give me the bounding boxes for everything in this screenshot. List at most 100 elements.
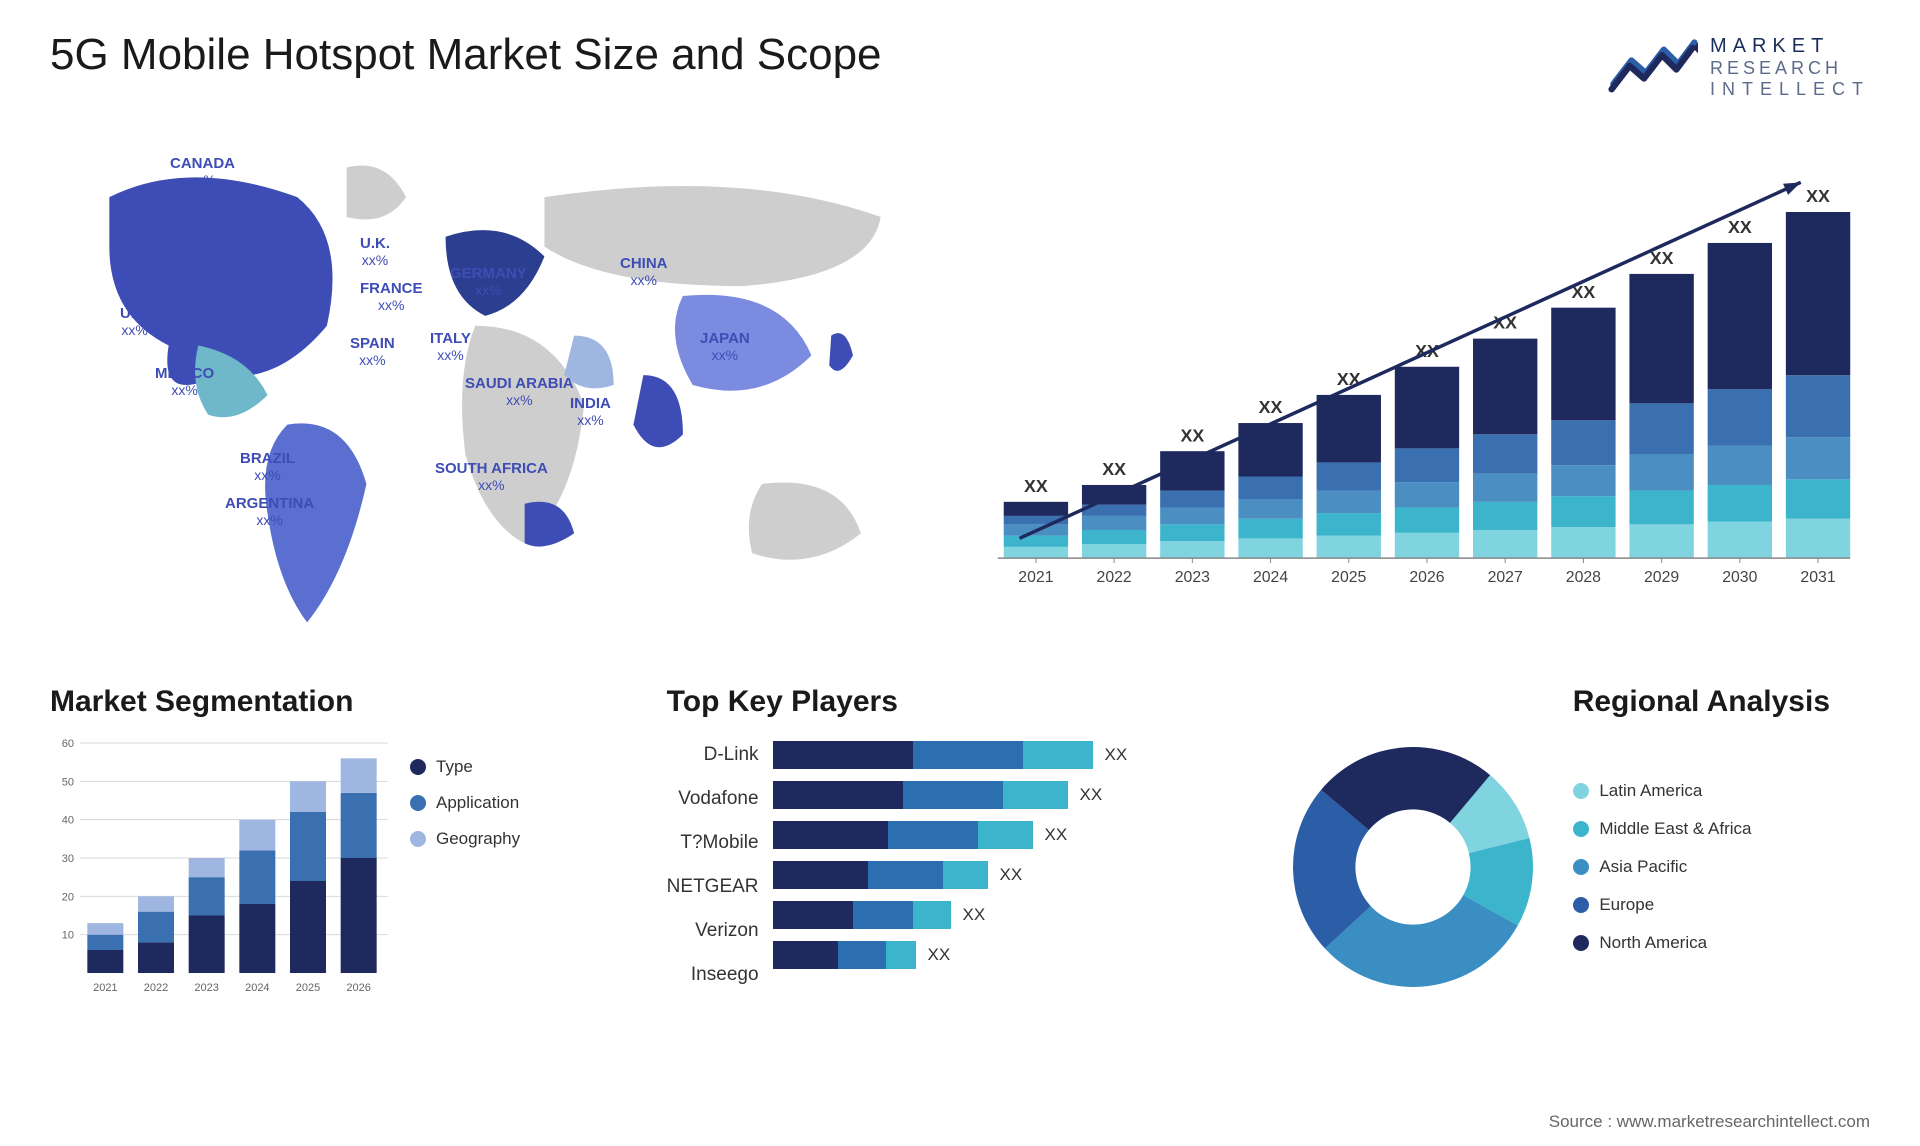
segmentation-legend: TypeApplicationGeography [410, 737, 520, 997]
legend-swatch [1573, 783, 1589, 799]
player-value: XX [1105, 745, 1128, 765]
player-bar-row: XX [773, 741, 1254, 769]
svg-text:XX: XX [1806, 186, 1830, 206]
bar-segment [888, 821, 978, 849]
legend-item: Type [410, 757, 520, 777]
key-players-bars: XXXXXXXXXXXX [773, 737, 1254, 989]
map-label: FRANCExx% [360, 280, 423, 313]
player-label: T?Mobile [680, 829, 758, 857]
svg-text:10: 10 [62, 930, 74, 942]
legend-label: North America [1599, 933, 1707, 953]
legend-swatch [1573, 935, 1589, 951]
regional-donut [1283, 737, 1543, 997]
legend-item: Europe [1573, 895, 1751, 915]
source-text: Source : www.marketresearchintellect.com [1549, 1112, 1870, 1132]
svg-text:2031: 2031 [1800, 569, 1835, 586]
brand-logo: MARKET RESEARCH INTELLECT [1608, 30, 1870, 105]
player-bar-row: XX [773, 781, 1254, 809]
map-label: CHINAxx% [620, 255, 668, 288]
segmentation-panel: Market Segmentation 10203040506020212022… [50, 685, 637, 997]
svg-text:2022: 2022 [1097, 569, 1132, 586]
svg-text:2028: 2028 [1566, 569, 1601, 586]
world-map: CANADAxx%U.S.xx%MEXICOxx%BRAZILxx%ARGENT… [50, 125, 940, 655]
bar-segment [943, 861, 988, 889]
bar-segment [773, 821, 888, 849]
map-label: MEXICOxx% [155, 365, 214, 398]
player-bar-row: XX [773, 941, 1254, 969]
bar-segment [903, 781, 1003, 809]
map-label: CANADAxx% [170, 155, 235, 188]
legend-label: Application [436, 793, 519, 813]
bar-segment [1023, 741, 1093, 769]
map-label: U.S.xx% [120, 305, 149, 338]
bar-segment [838, 941, 886, 969]
svg-text:XX: XX [1259, 397, 1283, 417]
player-bar-row: XX [773, 821, 1254, 849]
map-label: GERMANYxx% [450, 265, 527, 298]
legend-item: North America [1573, 933, 1751, 953]
legend-swatch [1573, 821, 1589, 837]
main-bar-chart: XX2021XX2022XX2023XX2024XX2025XX2026XX20… [980, 125, 1870, 655]
map-label: INDIAxx% [570, 395, 611, 428]
legend-label: Latin America [1599, 781, 1702, 801]
svg-text:2023: 2023 [1175, 569, 1210, 586]
svg-text:2024: 2024 [1253, 569, 1288, 586]
legend-swatch [1573, 897, 1589, 913]
svg-text:XX: XX [1728, 217, 1752, 237]
player-value: XX [928, 945, 951, 965]
bar-segment [868, 861, 943, 889]
svg-text:2022: 2022 [144, 982, 168, 994]
brand-line3: INTELLECT [1710, 79, 1870, 100]
segmentation-title: Market Segmentation [50, 685, 637, 719]
map-label: SPAINxx% [350, 335, 395, 368]
brand-icon [1608, 30, 1698, 105]
bar-segment [773, 901, 853, 929]
map-label: ITALYxx% [430, 330, 471, 363]
svg-text:2026: 2026 [1409, 569, 1444, 586]
legend-label: Asia Pacific [1599, 857, 1687, 877]
svg-text:40: 40 [62, 815, 74, 827]
svg-text:50: 50 [62, 776, 74, 788]
legend-label: Type [436, 757, 473, 777]
player-value: XX [1080, 785, 1103, 805]
map-label: SOUTH AFRICAxx% [435, 460, 548, 493]
bar-segment [773, 941, 838, 969]
player-label: Vodafone [678, 785, 758, 813]
player-label: Inseego [691, 961, 759, 989]
bar-segment [913, 901, 951, 929]
key-players-title: Top Key Players [667, 685, 1254, 719]
legend-item: Middle East & Africa [1573, 819, 1751, 839]
svg-text:2021: 2021 [1018, 569, 1053, 586]
bar-segment [886, 941, 916, 969]
key-players-labels: D-LinkVodafoneT?MobileNETGEARVerizonInse… [667, 737, 759, 989]
player-bar-row: XX [773, 901, 1254, 929]
bar-segment [773, 861, 868, 889]
map-label: SAUDI ARABIAxx% [465, 375, 574, 408]
map-label: JAPANxx% [700, 330, 750, 363]
legend-item: Latin America [1573, 781, 1751, 801]
bar-segment [1003, 781, 1068, 809]
svg-text:XX: XX [1024, 476, 1048, 496]
svg-text:2025: 2025 [296, 982, 320, 994]
svg-text:2024: 2024 [245, 982, 269, 994]
legend-swatch [410, 759, 426, 775]
svg-text:30: 30 [62, 853, 74, 865]
legend-swatch [410, 795, 426, 811]
legend-label: Europe [1599, 895, 1654, 915]
svg-text:2029: 2029 [1644, 569, 1679, 586]
svg-text:60: 60 [62, 738, 74, 750]
player-label: NETGEAR [667, 873, 759, 901]
brand-line2: RESEARCH [1710, 58, 1870, 79]
svg-text:2027: 2027 [1488, 569, 1523, 586]
bar-segment [853, 901, 913, 929]
brand-line1: MARKET [1710, 35, 1870, 58]
regional-legend: Latin America Middle East & Africa Asia Pa… [1573, 781, 1751, 953]
map-label: BRAZILxx% [240, 450, 295, 483]
svg-text:2026: 2026 [346, 982, 370, 994]
page-title: 5G Mobile Hotspot Market Size and Scope [50, 30, 882, 80]
legend-swatch [410, 831, 426, 847]
regional-title: Regional Analysis [1283, 685, 1870, 719]
svg-text:2021: 2021 [93, 982, 117, 994]
svg-text:2025: 2025 [1331, 569, 1366, 586]
player-label: D-Link [704, 741, 759, 769]
